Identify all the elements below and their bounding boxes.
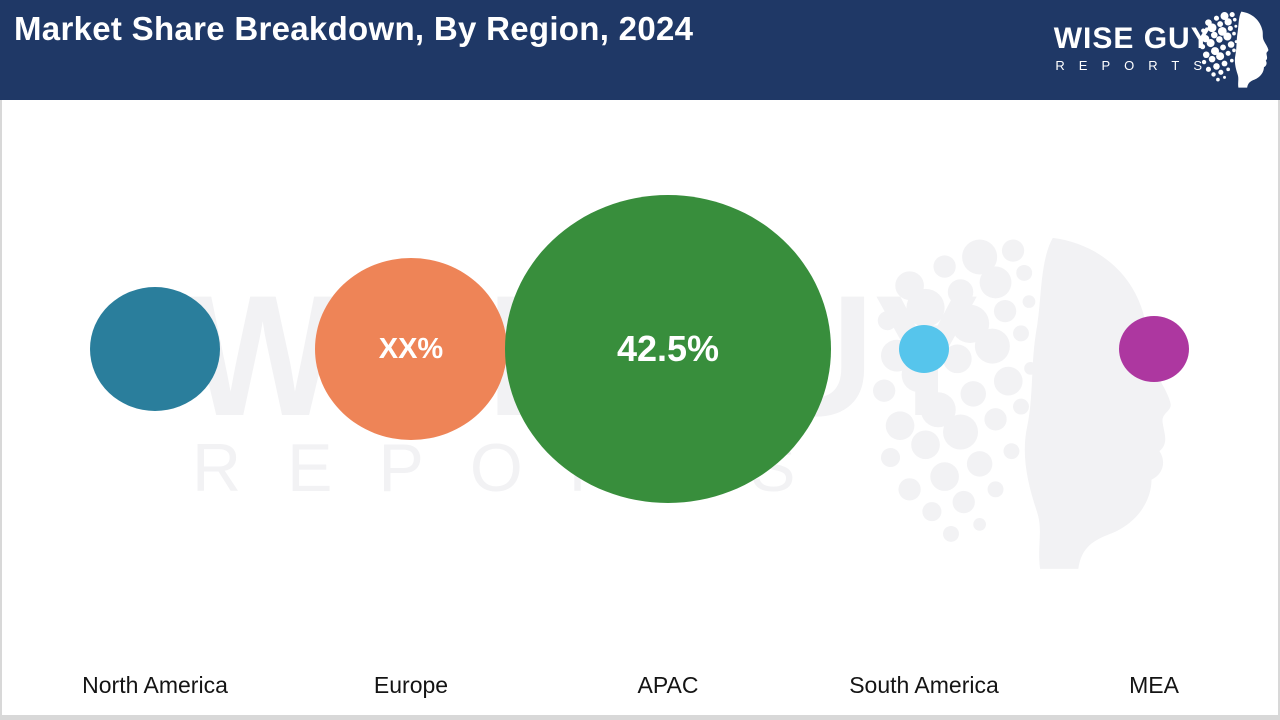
chart-canvas: WISE GUY REPORTS North AmericaXX%Europe4… [0,100,1280,720]
logo-wordmark-line1: WISE GUY [1053,22,1212,55]
category-label-south-america: South America [849,672,999,698]
category-label-europe: Europe [373,672,449,698]
bubble-north-america [90,287,220,411]
wise-guy-logo: WISE GUY REPORTS [1022,4,1272,96]
bubble-europe: XX% [315,258,507,440]
bubble-mea [1119,316,1189,382]
category-label-mea: MEA [1129,672,1179,698]
watermark-head-icon [873,237,1171,569]
category-label-apac: APAC [637,672,699,698]
page-title: Market Share Breakdown, By Region, 2024 [14,10,694,47]
bubble-apac: 42.5% [505,195,831,503]
logo-head-icon [1200,11,1269,88]
logo-wordmark: WISE GUY REPORTS [1049,22,1216,73]
category-label-north-america: North America [82,672,228,698]
bubble-south-america [899,325,949,373]
header-bar: Market Share Breakdown, By Region, 2024 … [0,0,1280,100]
logo-wordmark-line2: REPORTS [1055,58,1216,73]
